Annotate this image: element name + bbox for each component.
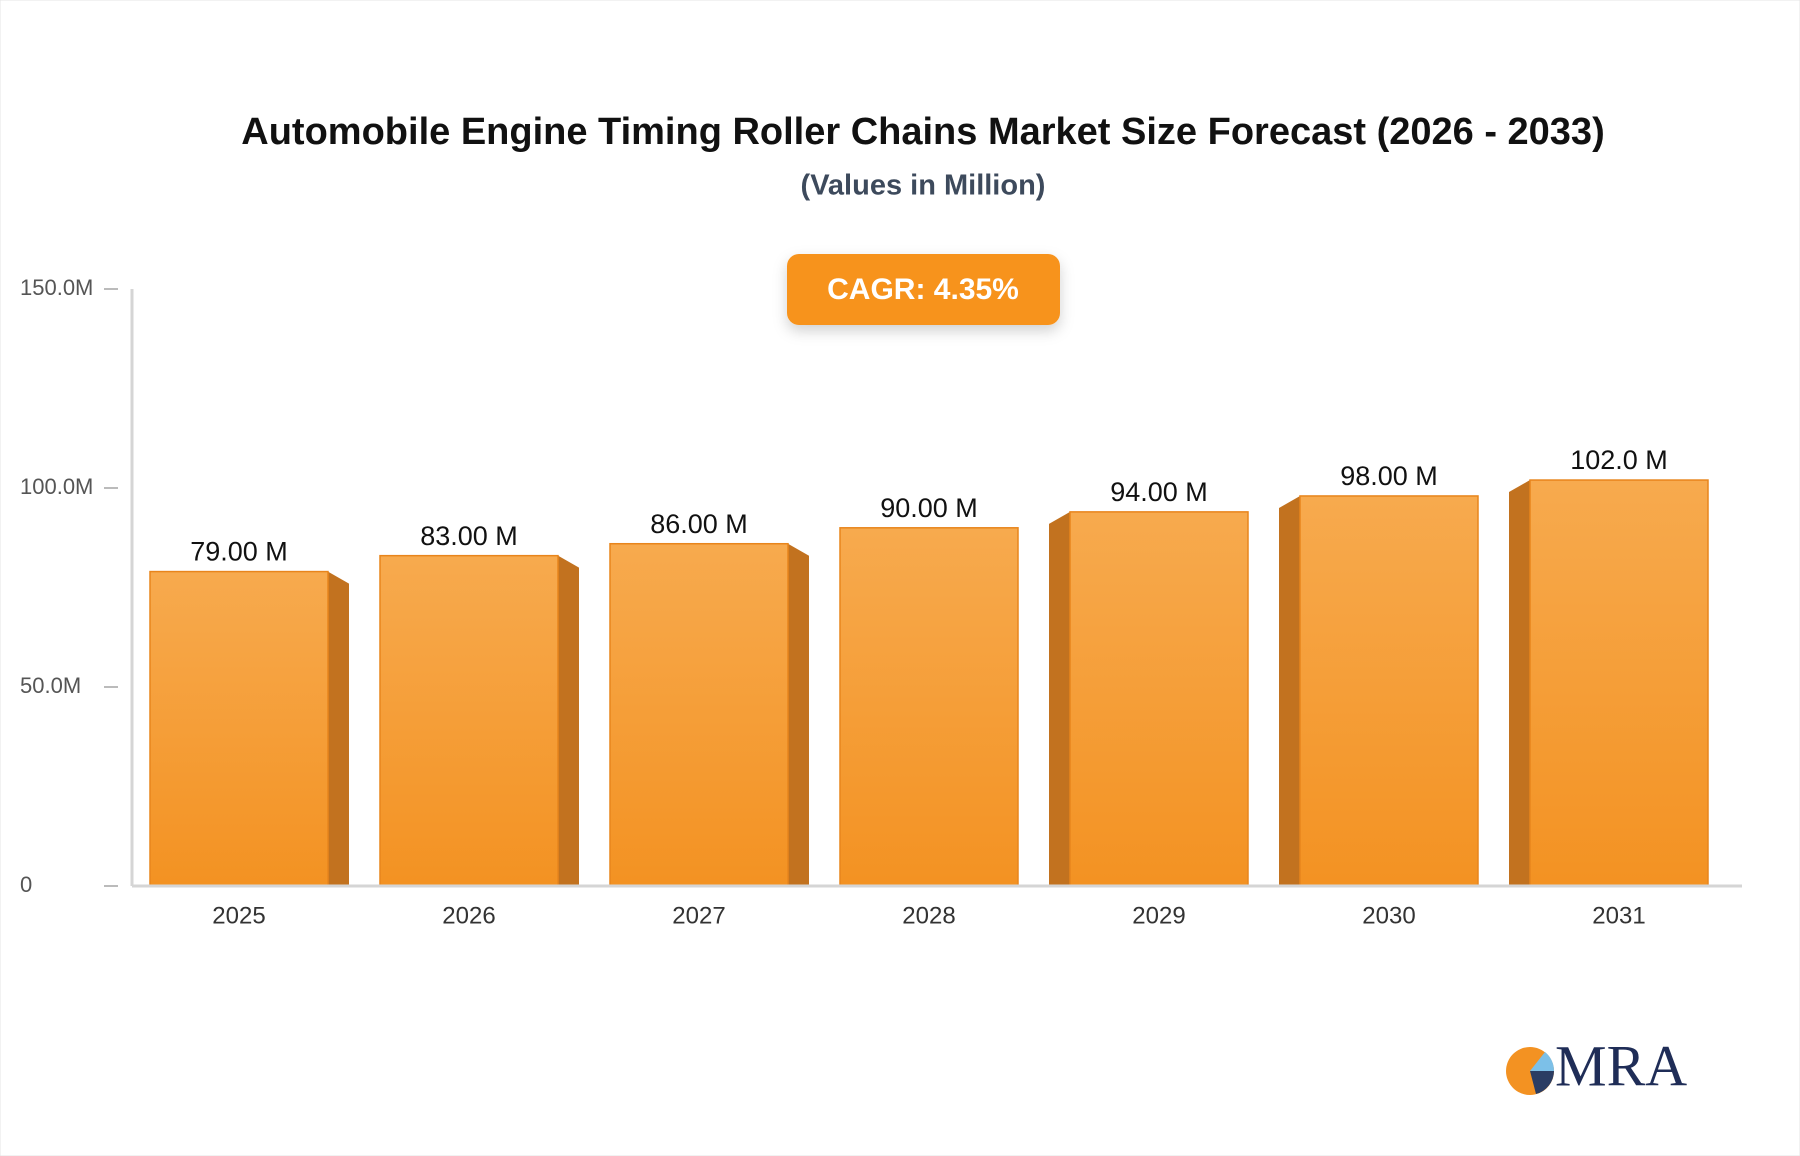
y-tick-label: 100.0M <box>20 474 93 499</box>
logo-text: MRA <box>1555 1033 1687 1098</box>
value-label: 79.00 M <box>190 537 288 567</box>
cagr-badge: CAGR: 4.35% <box>787 254 1060 325</box>
bar-side <box>1509 480 1530 886</box>
value-label: 83.00 M <box>420 521 518 551</box>
logo: MRA <box>1506 1033 1687 1098</box>
value-label: 98.00 M <box>1340 461 1438 491</box>
chart-subtitle: (Values in Million) <box>801 170 1046 202</box>
y-tick-label: 0 <box>20 872 32 897</box>
x-tick-label: 2026 <box>442 902 495 929</box>
x-tick-label: 2031 <box>1592 902 1645 929</box>
bar-side <box>1279 495 1300 886</box>
x-tick-label: 2028 <box>902 902 955 929</box>
x-tick-label: 2030 <box>1362 902 1415 929</box>
y-tick-label: 50.0M <box>20 673 81 698</box>
bar-side <box>1049 511 1070 886</box>
value-label: 86.00 M <box>650 509 748 539</box>
bar <box>149 570 329 887</box>
logo-slice <box>1530 1052 1555 1071</box>
value-label: 102.0 M <box>1570 445 1668 475</box>
value-label: 94.00 M <box>1110 477 1208 507</box>
bar <box>609 542 789 887</box>
bar-side <box>328 571 349 886</box>
y-tick-label: 150.0M <box>20 275 93 300</box>
logo-slice <box>1530 1071 1554 1094</box>
bar <box>1299 495 1479 887</box>
bar <box>379 554 559 887</box>
x-tick-label: 2029 <box>1132 902 1185 929</box>
cagr-box <box>787 254 1060 325</box>
chart-title: Automobile Engine Timing Roller Chains M… <box>241 111 1604 153</box>
value-label: 90.00 M <box>880 493 978 523</box>
x-tick-label: 2027 <box>672 902 725 929</box>
bar <box>1069 511 1249 887</box>
bar <box>1529 479 1709 887</box>
bar-side <box>788 543 809 886</box>
bar <box>839 527 1019 887</box>
bar-side <box>558 555 579 886</box>
cagr-text: CAGR: 4.35% <box>827 273 1019 306</box>
x-tick-label: 2025 <box>212 902 265 929</box>
